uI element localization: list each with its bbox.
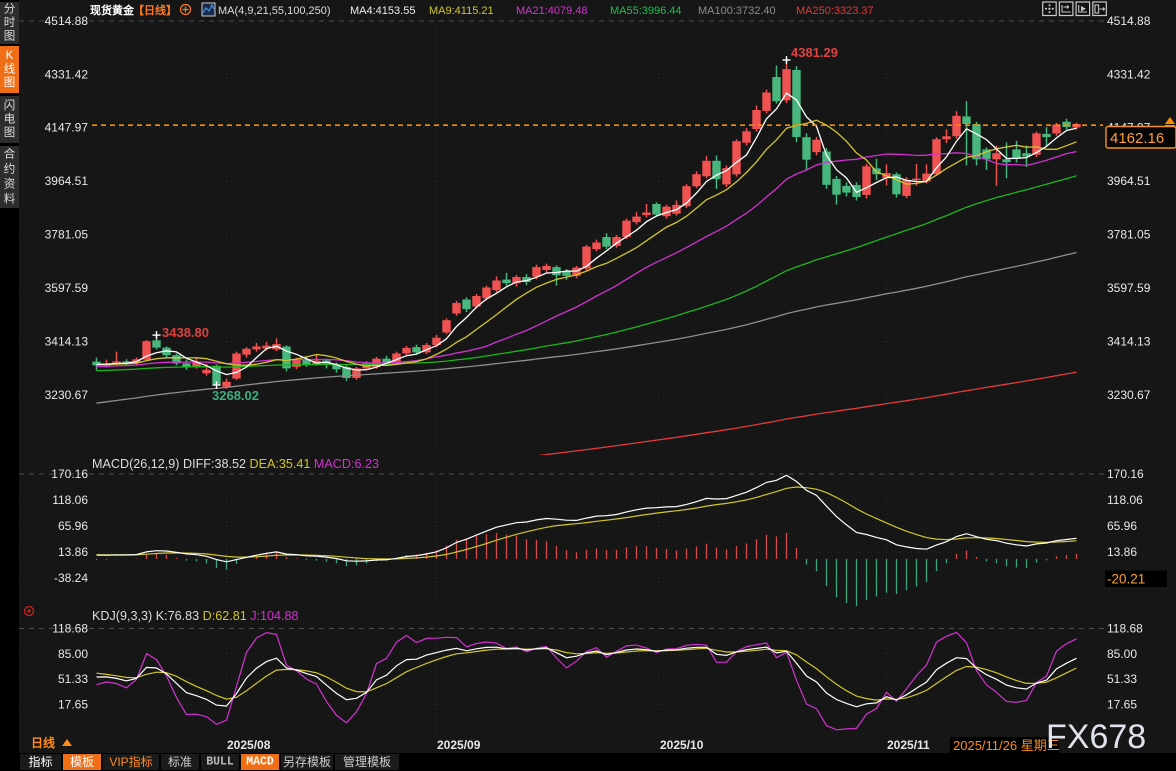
svg-text:-38.24: -38.24: [54, 571, 88, 585]
svg-text:65.96: 65.96: [58, 519, 88, 533]
svg-text:4331.42: 4331.42: [45, 68, 89, 82]
svg-text:2025/10: 2025/10: [660, 738, 704, 752]
svg-text:【日线】: 【日线】: [133, 3, 177, 17]
svg-text:3414.13: 3414.13: [45, 335, 89, 349]
svg-text:资: 资: [4, 178, 16, 191]
svg-text:合: 合: [4, 147, 16, 161]
svg-text:分: 分: [4, 3, 16, 16]
svg-text:图: 图: [4, 76, 16, 89]
svg-text:VIP指标: VIP指标: [109, 754, 152, 769]
svg-text:4162.16: 4162.16: [1110, 130, 1164, 147]
svg-text:3230.67: 3230.67: [1107, 388, 1151, 402]
svg-text:电: 电: [4, 113, 16, 126]
svg-text:图: 图: [4, 30, 16, 43]
svg-text:85.00: 85.00: [58, 647, 88, 661]
svg-text:170.16: 170.16: [1107, 467, 1144, 481]
svg-text:2025/11: 2025/11: [887, 738, 930, 752]
svg-text:3597.59: 3597.59: [1107, 281, 1151, 295]
svg-text:指标: 指标: [28, 754, 52, 769]
svg-text:-20.21: -20.21: [1107, 572, 1145, 587]
svg-text:MA9:4115.21: MA9:4115.21: [429, 5, 494, 17]
svg-text:MA250:3323.37: MA250:3323.37: [796, 5, 874, 17]
svg-text:3230.67: 3230.67: [45, 388, 89, 402]
svg-text:51.33: 51.33: [58, 672, 88, 686]
svg-text:51.33: 51.33: [1107, 672, 1137, 686]
svg-text:FX678: FX678: [1046, 718, 1146, 756]
svg-text:13.86: 13.86: [58, 545, 88, 559]
svg-text:时: 时: [4, 16, 16, 29]
svg-text:MACD: MACD: [246, 756, 274, 769]
svg-text:4381.29: 4381.29: [791, 45, 838, 60]
svg-text:17.65: 17.65: [58, 697, 88, 711]
svg-text:MA100:3732.40: MA100:3732.40: [698, 5, 776, 17]
svg-text:3597.59: 3597.59: [45, 281, 89, 295]
svg-text:MA55:3996.44: MA55:3996.44: [610, 5, 682, 17]
svg-text:MACD(26,12,9) DIFF:38.52 DEA:: MACD(26,12,9) DIFF:38.52 DEA:35.41 MACD:…: [92, 457, 379, 471]
svg-text:MA4:4153.55: MA4:4153.55: [350, 5, 415, 17]
svg-text:图: 图: [4, 126, 16, 139]
svg-text:闪: 闪: [4, 98, 16, 112]
svg-text:线: 线: [4, 62, 16, 76]
svg-text:85.00: 85.00: [1107, 647, 1137, 661]
svg-text:另存模板: 另存模板: [283, 755, 331, 769]
svg-text:标准: 标准: [168, 755, 192, 769]
svg-text:118.68: 118.68: [1107, 622, 1143, 636]
svg-text:约: 约: [4, 162, 16, 176]
svg-text:4514.88: 4514.88: [45, 14, 89, 28]
svg-text:118.68: 118.68: [52, 622, 88, 636]
svg-text:170.16: 170.16: [51, 467, 88, 481]
svg-text:3781.05: 3781.05: [1107, 228, 1151, 242]
svg-text:118.06: 118.06: [1107, 493, 1143, 507]
svg-text:日线: 日线: [31, 735, 55, 750]
svg-text:4514.88: 4514.88: [1107, 14, 1151, 28]
svg-text:现货黄金: 现货黄金: [90, 3, 135, 17]
svg-text:MA(4,9,21,55,100,250): MA(4,9,21,55,100,250): [218, 5, 331, 17]
svg-text:17.65: 17.65: [1107, 697, 1137, 711]
svg-text:118.06: 118.06: [52, 493, 88, 507]
svg-text:65.96: 65.96: [1107, 519, 1137, 533]
svg-text:BULL: BULL: [206, 756, 234, 769]
svg-text:13.86: 13.86: [1107, 545, 1137, 559]
svg-text:管理模板: 管理模板: [343, 754, 391, 769]
svg-text:3781.05: 3781.05: [45, 228, 89, 242]
svg-text:4147.97: 4147.97: [45, 121, 89, 135]
svg-text:KDJ(9,3,3) K:76.83 D:62.81 J: KDJ(9,3,3) K:76.83 D:62.81 J:104.88: [92, 609, 299, 623]
svg-text:2025/09: 2025/09: [437, 738, 481, 752]
svg-text:3964.51: 3964.51: [45, 174, 89, 188]
svg-text:3438.80: 3438.80: [162, 325, 209, 340]
svg-text:4331.42: 4331.42: [1107, 68, 1151, 82]
svg-text:MA21:4079.48: MA21:4079.48: [516, 5, 588, 17]
svg-text:3268.02: 3268.02: [212, 388, 259, 403]
svg-text:3414.13: 3414.13: [1107, 335, 1151, 349]
svg-text:模板: 模板: [70, 755, 94, 769]
svg-text:3964.51: 3964.51: [1107, 174, 1151, 188]
svg-text:K: K: [6, 50, 14, 62]
svg-text:2025/11/26 星期三: 2025/11/26 星期三: [953, 738, 1060, 753]
svg-text:料: 料: [4, 192, 16, 206]
svg-text:2025/08: 2025/08: [227, 738, 271, 752]
